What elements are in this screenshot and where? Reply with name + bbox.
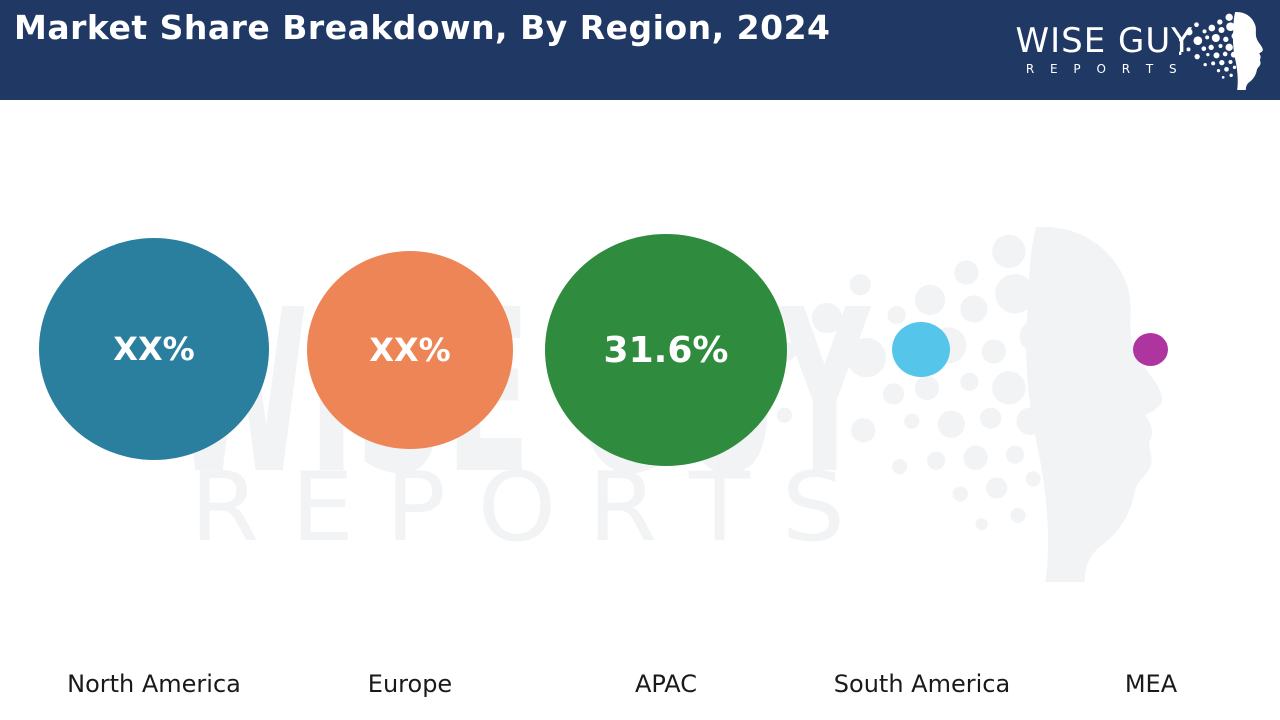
header: Market Share Breakdown, By Region, 2024 …: [0, 0, 1280, 100]
wiseguy-head-icon: [1179, 11, 1263, 90]
brand-logo-text: WISE GUY R E P O R T S: [1015, 21, 1193, 76]
bubble-chart-area: WISE GUY R E P O R T S XX% XX% 31.6% Nor…: [0, 100, 1280, 720]
logo-tagline: R E P O R T S: [1025, 61, 1183, 76]
bubble-south-america: [892, 322, 950, 377]
bubble-value-label: XX%: [369, 331, 451, 369]
label-mea: MEA: [1124, 670, 1178, 698]
bubble-value-label: XX%: [113, 330, 195, 368]
watermark-head-icon: [776, 226, 1163, 582]
watermark-tagline: R E P O R T S: [190, 453, 845, 563]
bubble-mea: [1133, 333, 1168, 366]
bubble-europe: XX%: [307, 251, 513, 449]
label-north-america: North America: [67, 670, 241, 698]
logo-brand-name: WISE GUY: [1015, 21, 1193, 62]
label-europe: Europe: [367, 670, 453, 698]
bubble-value-label: 31.6%: [603, 329, 729, 371]
bubble-north-america: XX%: [39, 238, 269, 460]
page-title: Market Share Breakdown, By Region, 2024: [14, 8, 831, 47]
label-apac: APAC: [634, 670, 698, 698]
label-south-america: South America: [833, 670, 1011, 698]
bubble-apac: 31.6%: [545, 234, 787, 466]
brand-logo: WISE GUY R E P O R T S: [1015, 6, 1274, 94]
